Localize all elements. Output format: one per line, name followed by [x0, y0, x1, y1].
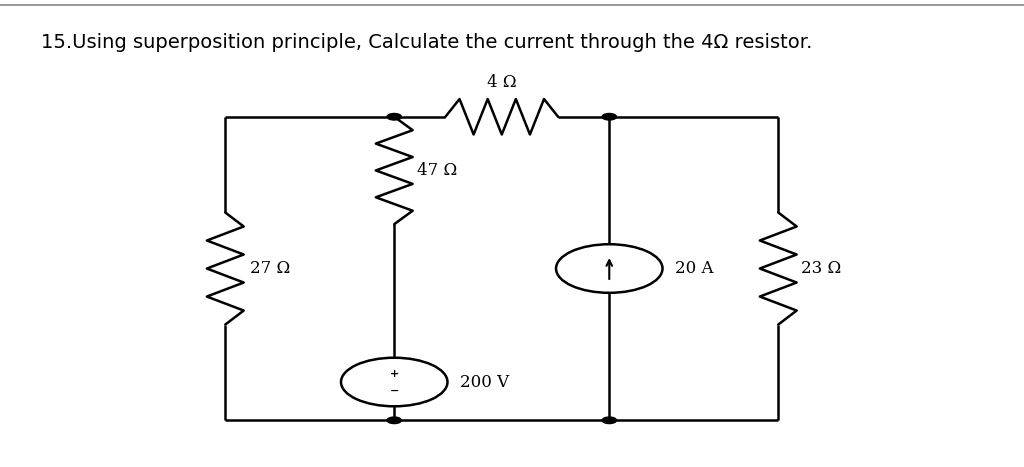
Text: 47 Ω: 47 Ω: [417, 162, 457, 179]
Circle shape: [387, 113, 401, 120]
Circle shape: [602, 113, 616, 120]
Text: +: +: [389, 368, 399, 379]
Text: −: −: [389, 385, 399, 396]
Text: 200 V: 200 V: [460, 374, 509, 390]
Text: 27 Ω: 27 Ω: [250, 260, 290, 277]
Text: 20 A: 20 A: [675, 260, 714, 277]
Text: 4 Ω: 4 Ω: [487, 74, 516, 91]
Text: 15.Using superposition principle, Calculate the current through the 4Ω resistor.: 15.Using superposition principle, Calcul…: [41, 33, 812, 52]
Text: 23 Ω: 23 Ω: [801, 260, 841, 277]
Circle shape: [387, 417, 401, 424]
Circle shape: [602, 417, 616, 424]
